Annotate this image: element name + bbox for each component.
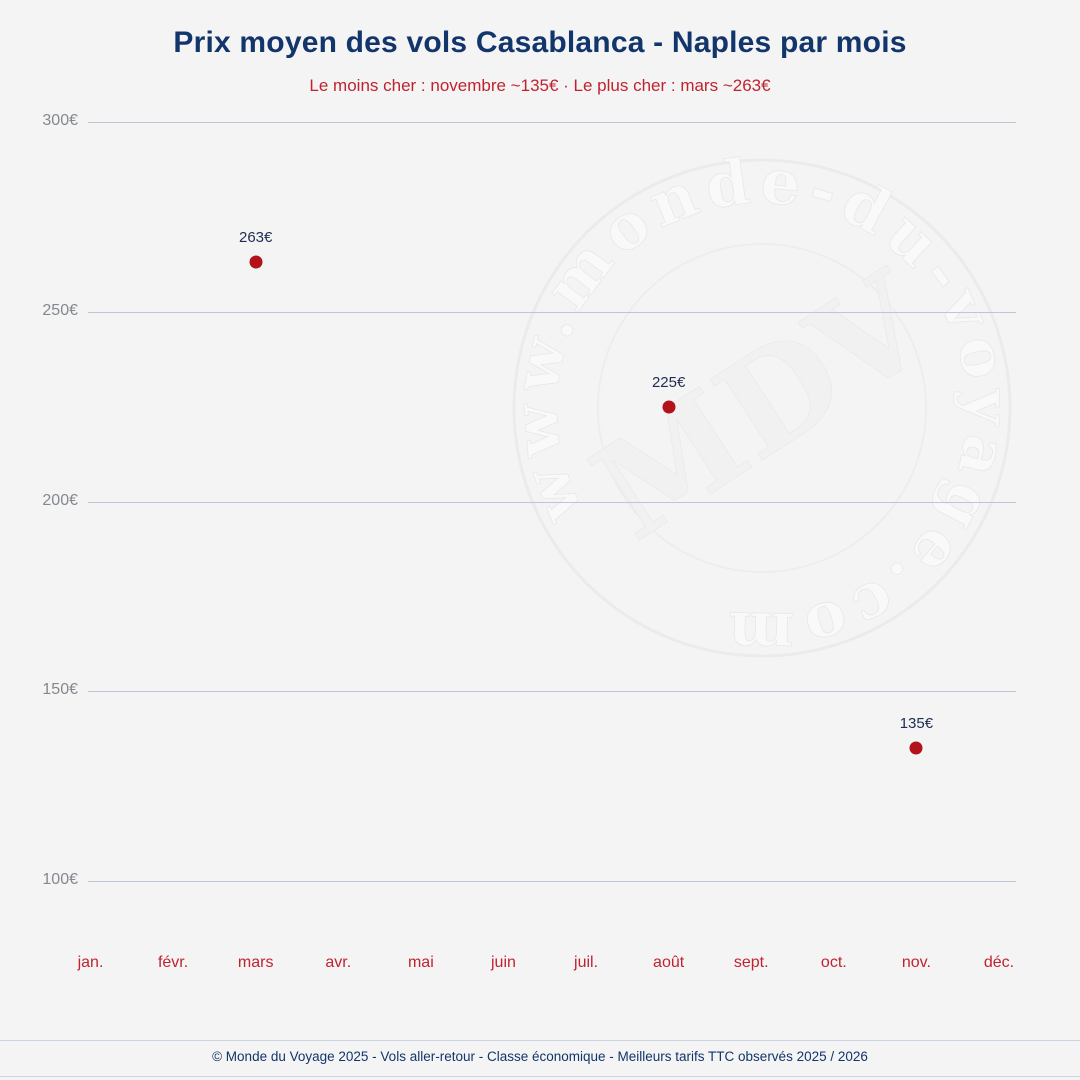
x-tick-label: sept. <box>733 954 769 971</box>
x-tick-label: juin <box>491 954 516 971</box>
y-tick-label: 200€ <box>42 491 78 509</box>
chart-subtitle: Le moins cher : novembre ~135€ · Le plus… <box>309 76 771 95</box>
gridline <box>88 501 1016 503</box>
gridline <box>88 691 1016 693</box>
x-tick-label: jan. <box>77 954 104 971</box>
svg-text:www.monde-du-voyage.com: www.monde-du-voyage.com <box>462 108 1062 708</box>
x-tick-label: oct. <box>820 954 847 971</box>
gridline <box>88 881 1016 882</box>
x-tick-label: févr. <box>157 954 189 971</box>
data-point <box>909 741 923 755</box>
y-tick-label: 100€ <box>42 871 78 888</box>
x-tick-label: août <box>653 954 685 971</box>
watermark-logo: www.monde-du-voyage.com MDV <box>462 108 1062 708</box>
watermark-outer-ring <box>512 158 1012 658</box>
data-point-label: 135€ <box>899 715 934 733</box>
gridline <box>88 311 1016 313</box>
x-tick-label: avr. <box>325 954 352 971</box>
watermark-ring-text: www.monde-du-voyage.com <box>462 108 1062 708</box>
data-point-label: 225€ <box>651 373 686 391</box>
footer-text: © Monde du Voyage 2025 - Vols aller-reto… <box>212 1049 868 1064</box>
x-tick-label: mai <box>407 954 434 971</box>
y-tick-label: 150€ <box>42 681 78 699</box>
chart-title: Prix moyen des vols Casablanca - Naples … <box>173 26 907 59</box>
data-point-label: 263€ <box>238 229 273 247</box>
footer-divider-bottom <box>0 1076 1080 1077</box>
watermark-inner-ring <box>597 242 927 573</box>
data-point <box>249 255 263 269</box>
x-axis: jan. févr. mars avr. mai juin juil. août sept. oc… <box>0 954 1080 978</box>
x-tick-label: déc. <box>983 954 1015 971</box>
footer-divider-top <box>0 1040 1080 1041</box>
x-tick-label: juil. <box>574 954 599 971</box>
gridline <box>88 122 1016 123</box>
watermark-center-text: MDV <box>568 242 957 570</box>
data-point <box>662 400 676 414</box>
y-tick-label: 300€ <box>42 112 78 129</box>
x-tick-label: mars <box>237 954 274 971</box>
x-tick-label: nov. <box>901 954 931 971</box>
y-tick-label: 250€ <box>42 301 78 319</box>
